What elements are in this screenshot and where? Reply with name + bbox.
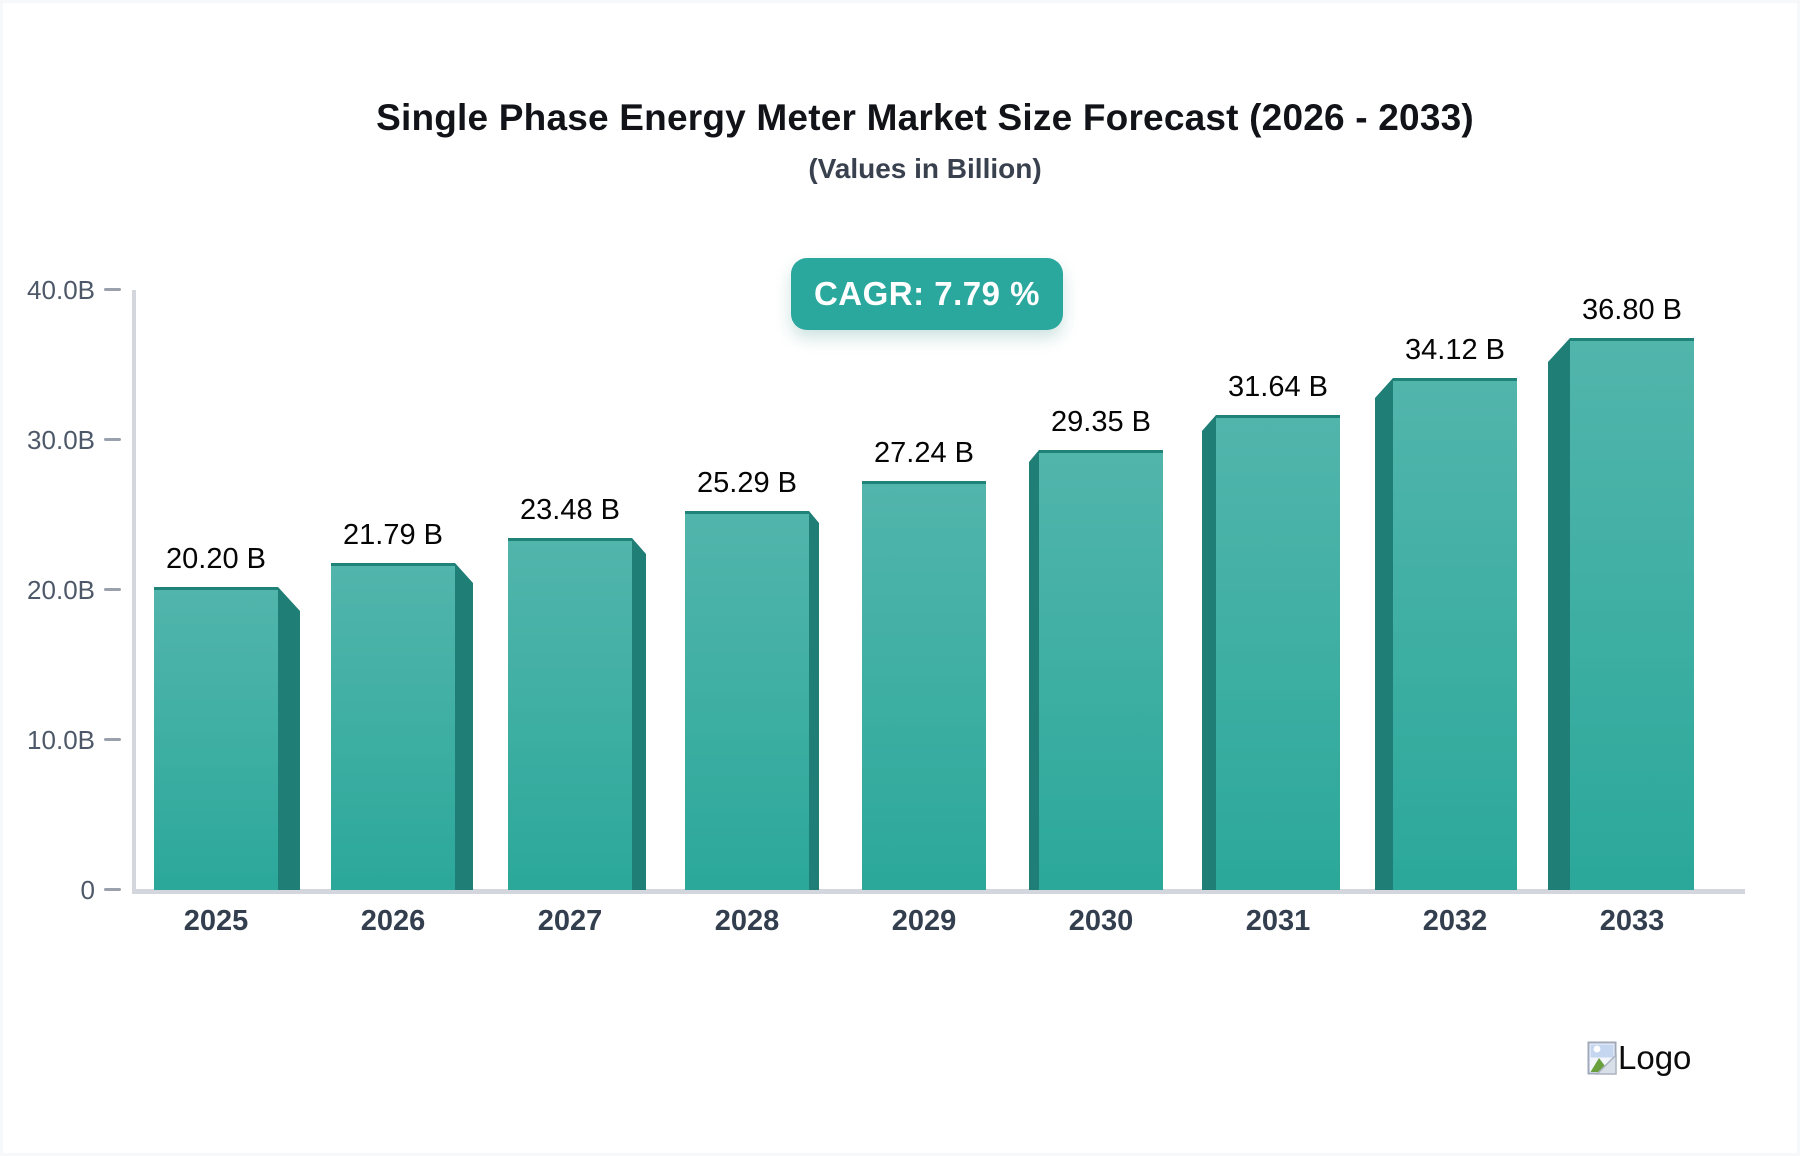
y-tick-label: 0 (80, 875, 95, 905)
broken-image-icon (1587, 1041, 1617, 1075)
chart-subtitle: (Values in Billion) (808, 153, 1042, 184)
logo-text: Logo (1618, 1039, 1692, 1076)
bar-face (685, 511, 809, 890)
x-tick-label: 2033 (1599, 905, 1665, 937)
cagr-badge: CAGR: 7.79 % (791, 258, 1063, 330)
x-axis-line (132, 889, 1745, 894)
bar-face (508, 538, 632, 890)
bar-side-face (809, 511, 819, 890)
bar-face (1393, 378, 1517, 890)
bar-value-label: 29.35 B (1051, 406, 1151, 438)
y-tick-label: 40.0B (27, 275, 95, 305)
bar-side-face (278, 587, 300, 890)
bar-value-label: 36.80 B (1582, 294, 1682, 326)
y-tick-label: 30.0B (27, 425, 95, 455)
y-tick-mark (104, 738, 121, 741)
bar-face (154, 587, 278, 890)
chart-header: Single Phase Energy Meter Market Size Fo… (53, 97, 1797, 185)
bar-value-label: 23.48 B (520, 494, 620, 526)
x-tick-label: 2027 (537, 905, 603, 937)
y-tick-mark (104, 888, 121, 891)
bar-side-face (632, 538, 646, 890)
bar-value-label: 31.64 B (1228, 371, 1328, 403)
x-tick-label: 2030 (1068, 905, 1134, 937)
bar-value-label: 20.20 B (166, 543, 266, 575)
x-tick-label: 2026 (360, 905, 426, 937)
x-tick-label: 2029 (891, 905, 957, 937)
bar-side-face (1029, 450, 1039, 890)
chart-title: Single Phase Energy Meter Market Size Fo… (376, 97, 1474, 138)
y-tick-mark (104, 438, 121, 441)
bar-side-face (1202, 415, 1216, 890)
x-tick-label: 2032 (1422, 905, 1488, 937)
y-tick-mark (104, 288, 121, 291)
x-tick-label: 2031 (1245, 905, 1311, 937)
bar-side-face (1548, 338, 1570, 890)
x-tick-label: 2028 (714, 905, 780, 937)
bar-face (1570, 338, 1694, 890)
y-tick-label: 20.0B (27, 575, 95, 605)
y-axis-line (132, 290, 136, 894)
y-tick-label: 10.0B (27, 725, 95, 755)
bar-side-face (455, 563, 473, 890)
bar-value-label: 34.12 B (1405, 334, 1505, 366)
y-tick-mark (104, 588, 121, 591)
x-tick-label: 2025 (183, 905, 249, 937)
chart-plot-area: 40.0B 30.0B 20.0B 10.0B 0 20.20 B 2025 21.79 B 2… (3, 3, 1797, 1153)
bar-face (1039, 450, 1163, 890)
bar-value-label: 25.29 B (697, 467, 797, 499)
bar-face (1216, 415, 1340, 890)
bar-value-label: 27.24 B (874, 437, 974, 469)
bar-value-label: 21.79 B (343, 519, 443, 551)
bar-face (331, 563, 455, 890)
bar-side-face (1375, 378, 1393, 890)
bar-face (862, 481, 986, 890)
logo: Logo (1587, 1039, 1691, 1077)
